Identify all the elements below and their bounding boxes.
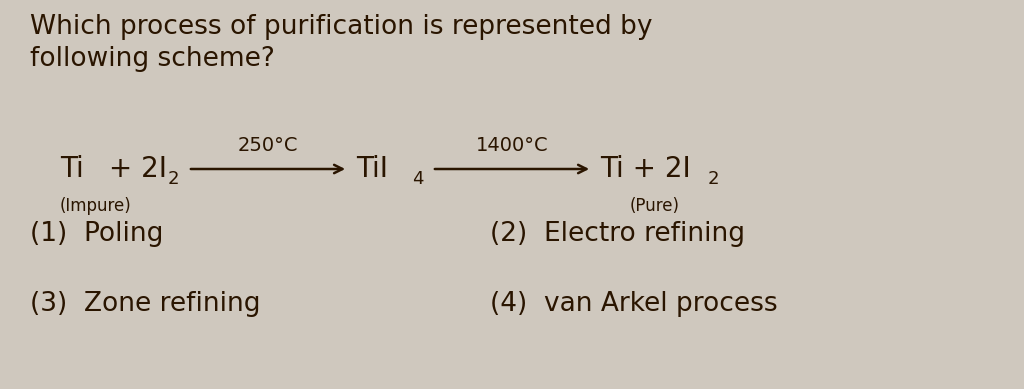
Text: 2: 2 xyxy=(168,170,179,188)
Text: (1)  Poling: (1) Poling xyxy=(30,221,164,247)
Text: Ti + 2I: Ti + 2I xyxy=(600,155,691,183)
Text: 250°C: 250°C xyxy=(238,136,298,155)
Text: 2: 2 xyxy=(708,170,720,188)
Text: 4: 4 xyxy=(412,170,424,188)
Text: following scheme?: following scheme? xyxy=(30,46,274,72)
Text: (4)  van Arkel process: (4) van Arkel process xyxy=(490,291,777,317)
Text: + 2I: + 2I xyxy=(100,155,167,183)
Text: 1400°C: 1400°C xyxy=(476,136,548,155)
Text: TiI: TiI xyxy=(356,155,388,183)
Text: (2)  Electro refining: (2) Electro refining xyxy=(490,221,745,247)
Text: (3)  Zone refining: (3) Zone refining xyxy=(30,291,260,317)
Text: Which process of purification is represented by: Which process of purification is represe… xyxy=(30,14,652,40)
Text: (Impure): (Impure) xyxy=(60,197,132,215)
Text: Ti: Ti xyxy=(60,155,84,183)
Text: (Pure): (Pure) xyxy=(630,197,680,215)
